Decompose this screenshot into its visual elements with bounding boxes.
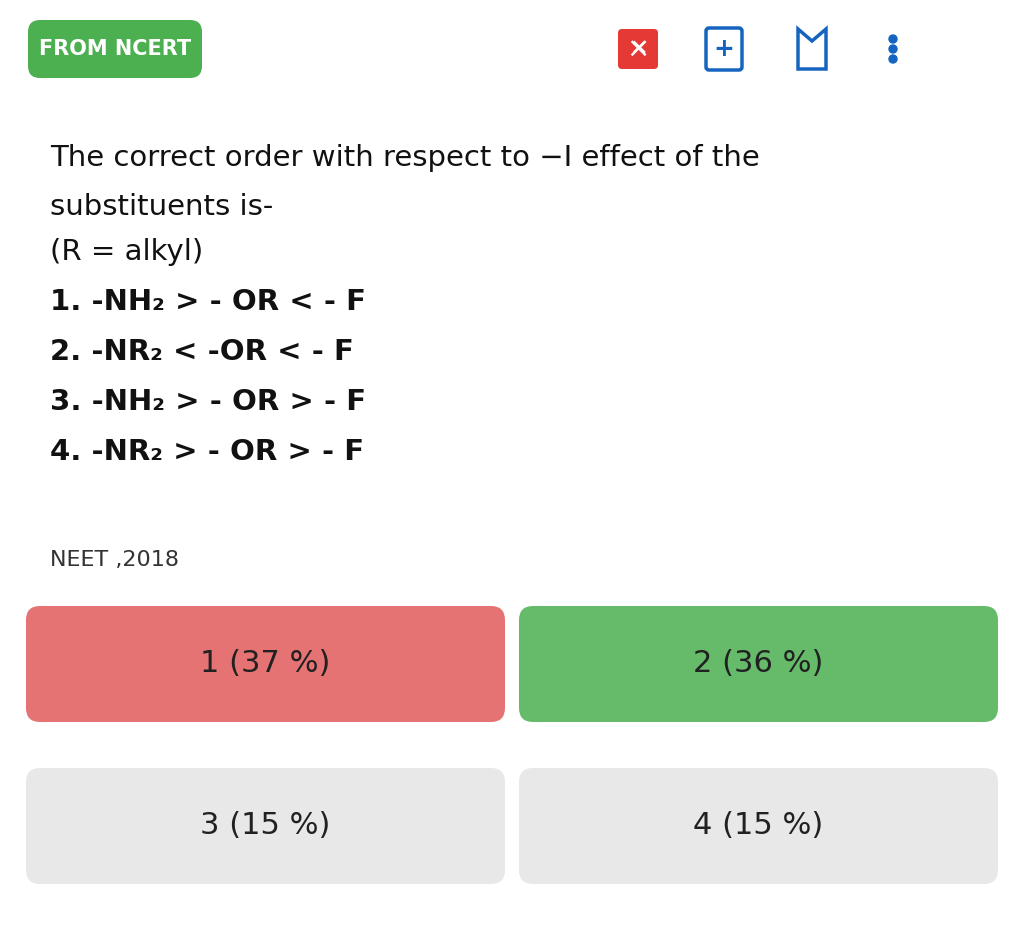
FancyBboxPatch shape xyxy=(26,768,505,884)
Text: 3. -NH₂ > - OR > - F: 3. -NH₂ > - OR > - F xyxy=(50,388,367,416)
Text: 4. -NR₂ > - OR > - F: 4. -NR₂ > - OR > - F xyxy=(50,438,365,466)
FancyBboxPatch shape xyxy=(706,28,742,70)
Text: +: + xyxy=(714,37,734,61)
Text: 3 (15 %): 3 (15 %) xyxy=(201,812,331,841)
Polygon shape xyxy=(798,29,826,69)
Text: ✕: ✕ xyxy=(629,39,647,59)
Text: The correct order with respect to −I effect of the: The correct order with respect to −I eff… xyxy=(50,144,760,172)
Text: substituents is-: substituents is- xyxy=(50,193,273,221)
FancyBboxPatch shape xyxy=(28,20,202,78)
Circle shape xyxy=(889,35,897,43)
Circle shape xyxy=(889,55,897,63)
Circle shape xyxy=(889,45,897,53)
Text: (R = alkyl): (R = alkyl) xyxy=(50,238,203,266)
Text: 1 (37 %): 1 (37 %) xyxy=(201,650,331,679)
FancyBboxPatch shape xyxy=(519,606,998,722)
Text: ⨯: ⨯ xyxy=(627,35,649,63)
FancyBboxPatch shape xyxy=(26,606,505,722)
Text: 4 (15 %): 4 (15 %) xyxy=(693,812,823,841)
FancyBboxPatch shape xyxy=(519,768,998,884)
Text: 2 (36 %): 2 (36 %) xyxy=(693,650,823,679)
Text: FROM NCERT: FROM NCERT xyxy=(39,39,191,59)
Text: 1. -NH₂ > - OR < - F: 1. -NH₂ > - OR < - F xyxy=(50,288,366,316)
FancyBboxPatch shape xyxy=(618,29,658,69)
Text: NEET ,2018: NEET ,2018 xyxy=(50,550,179,570)
Text: 2. -NR₂ < -OR < - F: 2. -NR₂ < -OR < - F xyxy=(50,338,354,366)
